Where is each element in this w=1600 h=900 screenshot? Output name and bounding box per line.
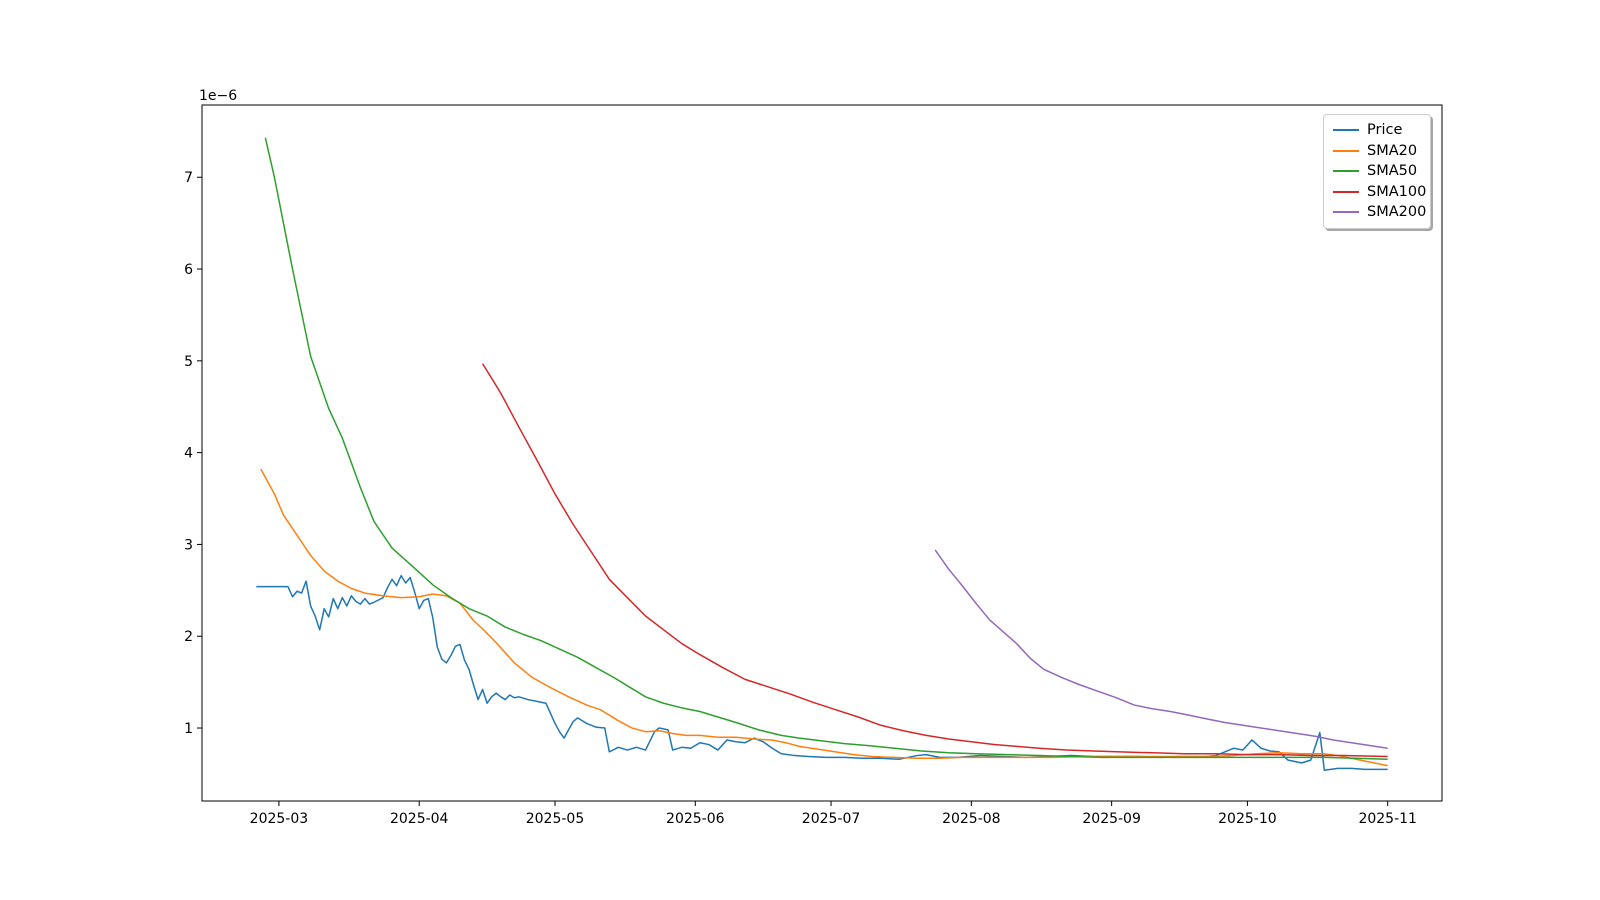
x-tick-label: 2025-04 xyxy=(390,811,449,827)
legend-line-sample xyxy=(1333,149,1359,152)
y-tick-label: 2 xyxy=(184,629,193,645)
x-tick-label: 2025-08 xyxy=(942,811,1001,827)
y-tick-label: 1 xyxy=(184,721,193,737)
legend-item-sma50: SMA50 xyxy=(1333,161,1423,182)
x-tick-label: 2025-11 xyxy=(1358,811,1417,827)
legend-line-sample xyxy=(1333,190,1359,193)
legend-label: SMA200 xyxy=(1367,204,1427,221)
legend-item-sma200: SMA200 xyxy=(1333,202,1427,223)
y-tick-label: 7 xyxy=(184,170,193,186)
legend: Price SMA20 SMA50 SMA100 SMA200 xyxy=(1323,114,1431,229)
y-tick-label: 5 xyxy=(184,354,193,370)
legend-label: SMA20 xyxy=(1367,142,1418,159)
legend-label: SMA100 xyxy=(1367,183,1427,200)
x-tick-label: 2025-10 xyxy=(1218,811,1277,827)
legend-line-sample xyxy=(1333,211,1359,214)
legend-label: SMA50 xyxy=(1367,163,1418,180)
y-tick-label: 3 xyxy=(184,537,193,553)
y-tick-label: 4 xyxy=(184,446,193,462)
legend-item-sma20: SMA20 xyxy=(1333,141,1423,162)
y-axis-offset-label: 1e−6 xyxy=(199,88,238,104)
x-tick-label: 2025-06 xyxy=(666,811,725,827)
series-line-sma20 xyxy=(260,468,1388,767)
x-tick-label: 2025-09 xyxy=(1082,811,1141,827)
series-line-sma200 xyxy=(934,549,1388,749)
legend-item-sma100: SMA100 xyxy=(1333,182,1427,203)
x-tick-label: 2025-07 xyxy=(802,811,861,827)
plot-border xyxy=(201,104,1443,802)
x-tick-label: 2025-03 xyxy=(250,811,309,827)
legend-line-sample xyxy=(1333,129,1359,132)
y-tick-label: 6 xyxy=(184,262,193,278)
series-line-sma100 xyxy=(481,363,1388,758)
legend-item-price: Price xyxy=(1333,120,1423,141)
series-line-sma50 xyxy=(264,137,1388,760)
x-tick-label: 2025-05 xyxy=(526,811,585,827)
legend-line-sample xyxy=(1333,170,1359,173)
legend-label: Price xyxy=(1367,122,1403,139)
